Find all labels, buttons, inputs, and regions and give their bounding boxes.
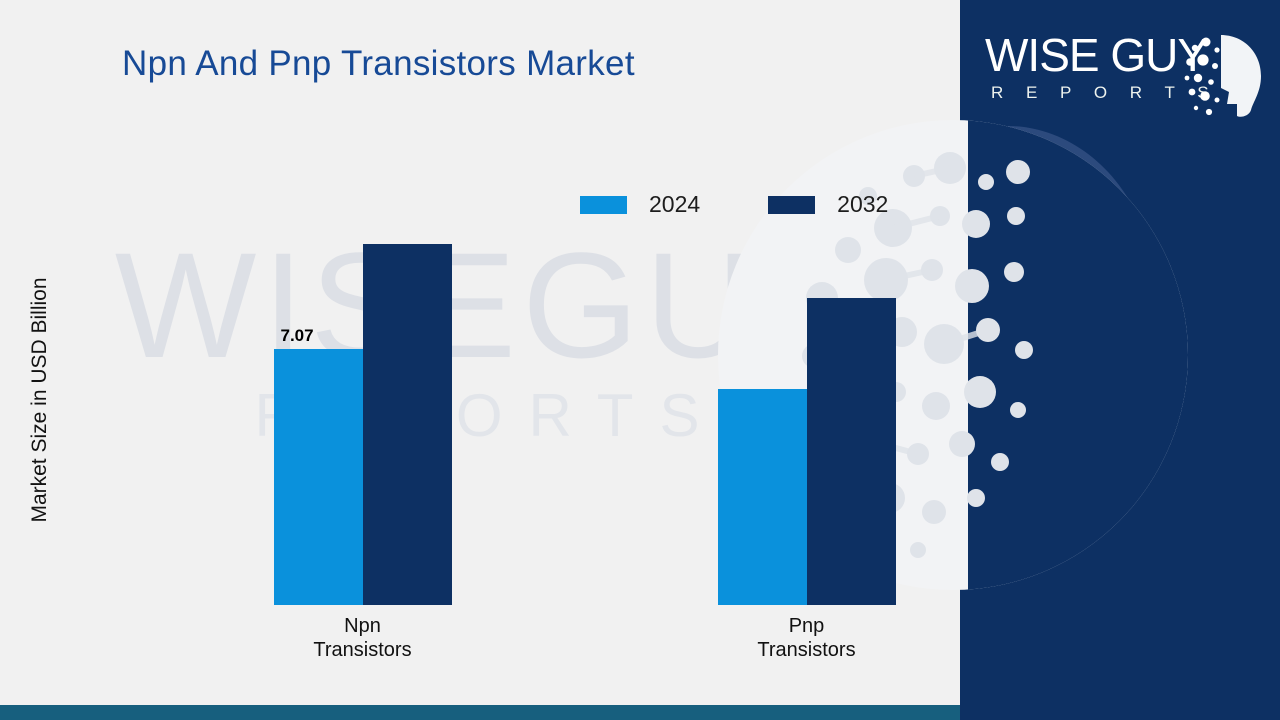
legend-item-2024[interactable]: 2024	[580, 193, 700, 216]
logo-subtitle: R E P O R T S	[991, 83, 1218, 102]
circle-navy-mask	[968, 120, 1188, 590]
legend-swatch-2024	[580, 195, 627, 214]
plot-area: 7.07 Npn Transistors Pnp Transistors	[273, 244, 896, 661]
x-axis-category-label: Pnp Transistors	[757, 615, 856, 661]
bottom-accent-strip	[0, 705, 960, 720]
legend-label-2024: 2024	[649, 191, 701, 217]
bar-value-label: 7.07	[280, 326, 314, 346]
logo-dotted-head-icon	[1184, 35, 1261, 117]
bar-2024-pnp-transistors[interactable]	[717, 389, 807, 605]
chart-legend: 2024 2032	[580, 193, 888, 216]
legend-swatch-2032	[768, 195, 816, 214]
bar-2024-npn-transistors[interactable]	[273, 349, 363, 605]
bar-2032-pnp-transistors[interactable]	[806, 298, 896, 605]
x-axis-category-label: Npn Transistors	[313, 615, 412, 661]
brand-logo: WISE GUY R E P O R T S	[985, 32, 1265, 118]
legend-item-2032[interactable]: 2032	[768, 193, 888, 216]
bar-2032-npn-transistors[interactable]	[362, 244, 452, 605]
logo-wordmark: WISE GUY	[985, 29, 1208, 81]
legend-label-2032: 2032	[837, 191, 889, 217]
bar-chart: Market Size in USD Billion 2024 2032 7.0…	[28, 193, 896, 661]
page-title: Npn And Pnp Transistors Market	[122, 44, 635, 83]
